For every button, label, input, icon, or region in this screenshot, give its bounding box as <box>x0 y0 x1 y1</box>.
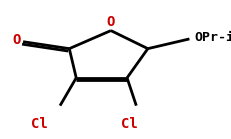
Text: O: O <box>12 33 20 47</box>
Text: Cl: Cl <box>31 117 48 131</box>
Text: OPr-i: OPr-i <box>194 31 231 44</box>
Text: Cl: Cl <box>121 117 138 131</box>
Text: O: O <box>107 15 115 29</box>
